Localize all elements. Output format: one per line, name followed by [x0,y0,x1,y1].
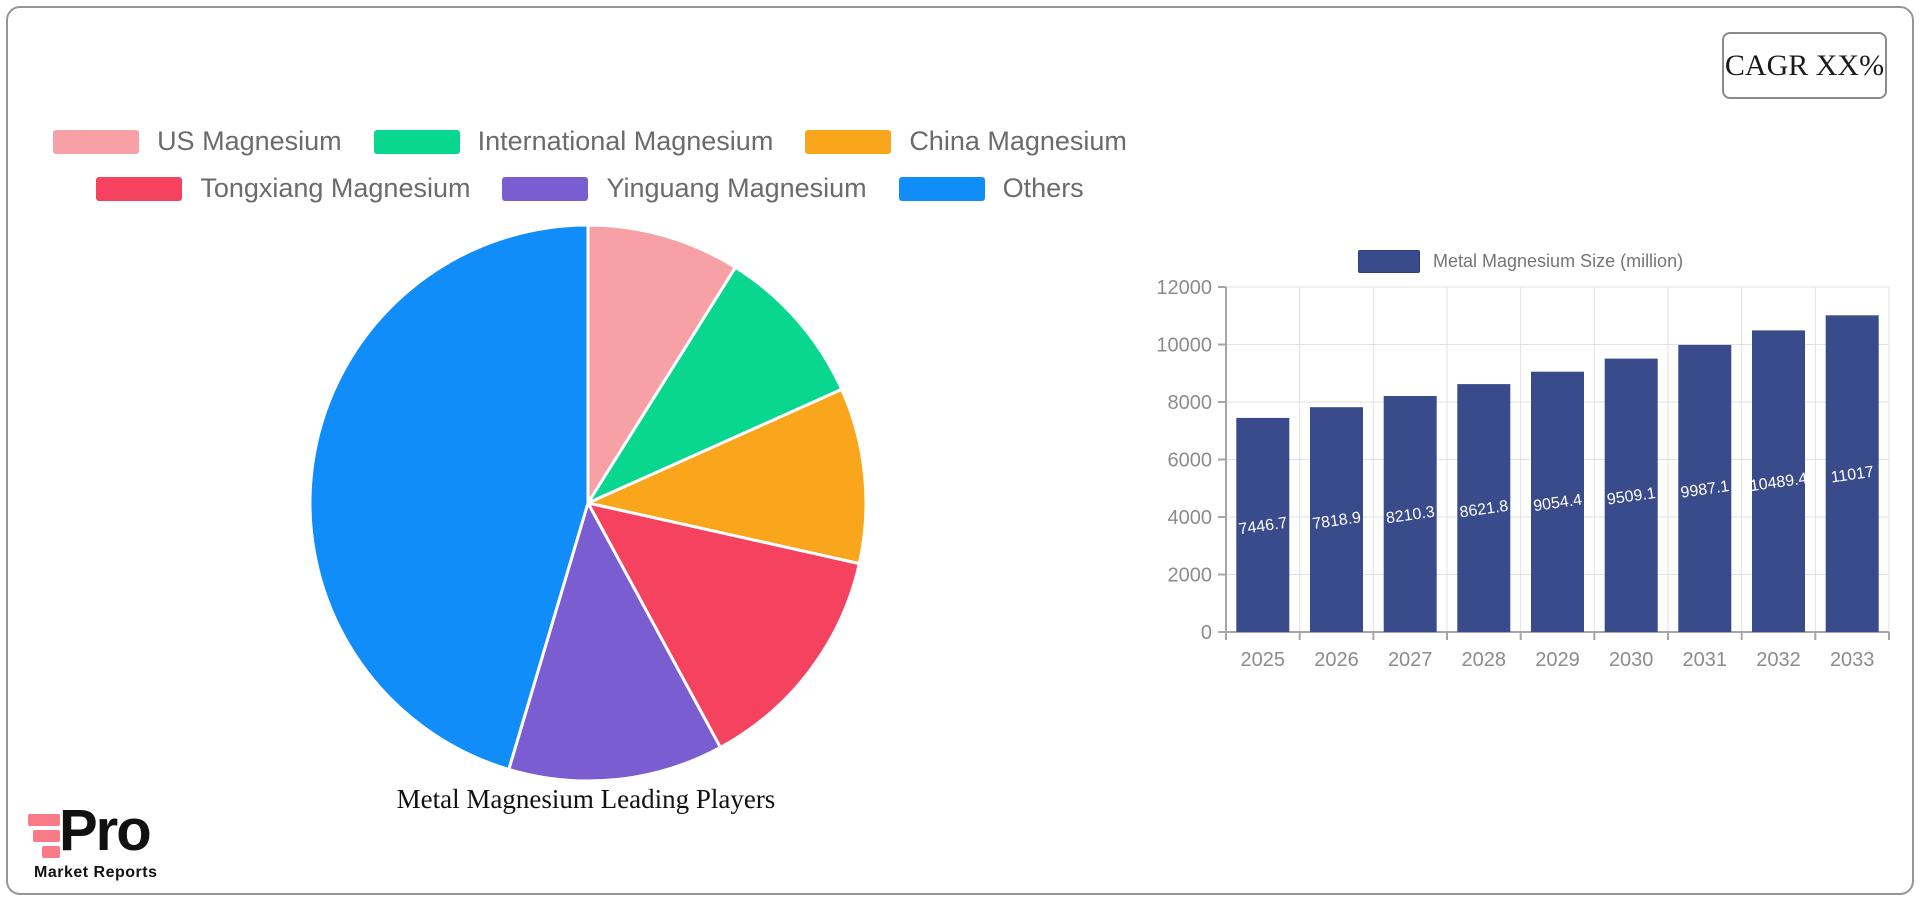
y-axis-tick-label: 12000 [1156,277,1212,299]
x-axis-tick-label: 2028 [1462,649,1507,671]
bar-2027 [1383,396,1437,632]
x-axis-tick-label: 2027 [1388,649,1433,671]
bar-2033 [1825,315,1879,632]
legend-label: International Magnesium [477,126,774,156]
legend-swatch-icon [805,129,892,154]
pie-legend-row-1: US Magnesium International Magnesium China… [0,126,1180,157]
bar-value-label: 8210.3 [1385,504,1436,528]
legend-label: Others [1002,173,1084,203]
legend-label: Yinguang Magnesium [606,173,867,203]
x-axis-tick-label: 2030 [1609,649,1654,671]
pie-slice-yinguang-magnesium [507,501,722,783]
bar-value-label: 9987.1 [1680,478,1731,502]
legend-item-tongxiang-magnesium[interactable]: Tongxiang Magnesium [96,173,470,204]
legend-swatch-icon [373,129,460,154]
pie-chart-title: Metal Magnesium Leading Players [396,784,776,814]
x-axis-tick-label: 2031 [1683,649,1728,671]
pie-slice-others [308,223,590,771]
pro-market-reports-logo: Pro Market Reports [28,798,158,882]
logo-subtitle: Market Reports [34,864,158,881]
x-axis-tick-label: 2032 [1756,649,1801,671]
logo-title: Pro [59,798,152,863]
pie-slice-us-magnesium [586,223,737,505]
legend-item-others[interactable]: Others [898,173,1084,204]
bar-legend-item[interactable]: Metal Magnesium Size (million) [1358,250,1683,273]
bar-value-label: 7446.7 [1238,515,1289,539]
bar-2032 [1752,330,1805,632]
y-axis-tick-label: 6000 [1168,450,1213,472]
x-axis-tick-label: 2025 [1241,649,1286,671]
y-axis-tick-label: 4000 [1168,507,1213,529]
bar-value-label: 11017 [1830,464,1875,487]
logo-bars-icon [28,814,60,858]
legend-item-yinguang-magnesium[interactable]: Yinguang Magnesium [502,173,867,204]
legend-swatch-icon [53,129,140,154]
bar-value-label: 7818.9 [1311,509,1362,533]
legend-item-china-magnesium[interactable]: China Magnesium [805,126,1127,157]
x-axis-tick-label: 2029 [1535,649,1580,671]
bar-value-label: 9509.1 [1606,485,1657,509]
x-axis-tick-label: 2026 [1314,649,1359,671]
x-axis-tick-label: 2033 [1830,649,1875,671]
bar-legend-swatch-icon [1358,250,1420,273]
pie-slice-china-magnesium [586,387,868,566]
pie-legend: US Magnesium International Magnesium China… [0,126,1180,204]
pie-legend-row-2: Tongxiang Magnesium Yinguang Magnesium Oth… [0,173,1180,204]
bar-value-label: 8621.8 [1459,498,1510,522]
legend-swatch-icon [502,176,589,201]
bar-series: 7446.7 2025 7818.9 2026 8210.3 2027 8621.8 2028… [1236,315,1879,671]
legend-label: US Magnesium [157,126,342,156]
pie-chart [308,223,868,783]
bar-2031 [1678,344,1732,632]
y-axis-tick-label: 2000 [1168,565,1213,587]
cagr-badge: CAGR XX% [1722,32,1887,99]
bar-2025 [1236,417,1290,632]
bar-2029 [1531,371,1584,632]
pie-slice-tongxiang-magnesium [586,501,861,749]
legend-label: Tongxiang Magnesium [200,173,471,203]
y-axis-tick-label: 8000 [1168,392,1213,414]
y-axis-tick-label: 0 [1201,622,1212,644]
legend-item-international-magnesium[interactable]: International Magnesium [373,126,774,157]
pie-slice-international-magnesium [586,265,844,505]
bar-2028 [1457,384,1511,632]
legend-swatch-icon [96,176,183,201]
bar-2026 [1310,407,1363,632]
legend-swatch-icon [898,176,985,201]
bar-2030 [1604,358,1658,632]
bar-chart: 0 2000 4000 6000 8000 10000 12000 7446.7 2025 781… [1156,277,1890,671]
bar-legend-label: Metal Magnesium Size (million) [1433,251,1684,271]
y-axis-tick-label: 10000 [1156,335,1212,357]
bar-value-label: 9054.4 [1532,491,1583,515]
legend-item-us-magnesium[interactable]: US Magnesium [53,126,342,157]
legend-label: China Magnesium [909,126,1127,156]
